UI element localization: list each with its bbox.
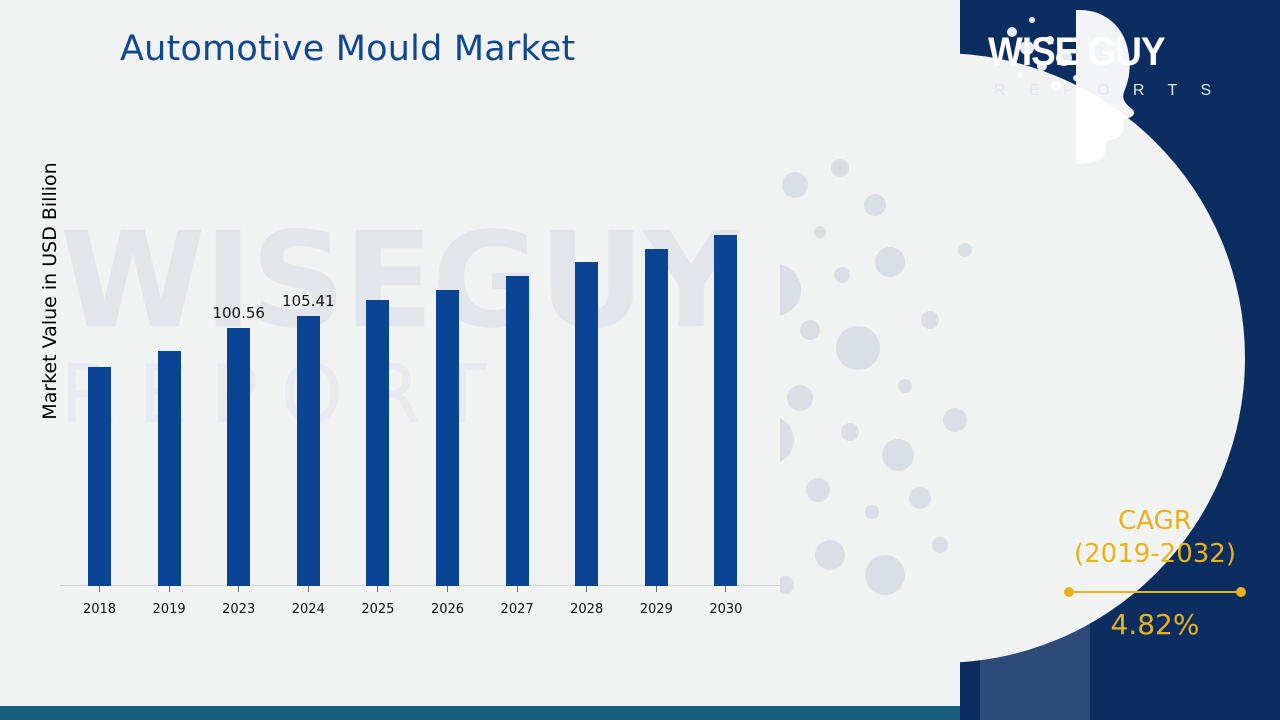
divider-line	[1069, 591, 1241, 593]
x-tick-label-2028: 2028	[570, 602, 604, 617]
brand-logo: WISE GUY R E P O R T S	[988, 30, 1268, 122]
bar-2029[interactable]	[644, 249, 668, 586]
page-title: Automotive Mould Market	[120, 29, 576, 69]
bar-group: 2025	[361, 300, 394, 617]
bottom-accent-strip	[0, 706, 960, 720]
bar-value-label: 153.61	[838, 168, 892, 186]
bar-group: 2018	[83, 367, 116, 617]
y-axis-label: Market Value in USD Billion	[39, 162, 61, 420]
x-tick-label-2019: 2019	[152, 602, 186, 617]
axis-tick	[864, 586, 866, 592]
bar-group: 2031	[779, 218, 812, 617]
bar-group: 2028	[570, 262, 603, 617]
bar-2024[interactable]	[296, 316, 320, 586]
x-tick-label-2030: 2030	[709, 602, 743, 617]
x-tick-label-2031: 2031	[778, 602, 813, 617]
bar-group: 100.56 2023	[212, 304, 265, 617]
axis-tick	[238, 586, 240, 592]
x-tick-label-2025: 2025	[361, 602, 395, 617]
plot-area: 2018 2019 100.56 2023 105.41 2024 2025 2026 2027…	[60, 150, 920, 617]
cagr-value: 4.82%	[1110, 608, 1200, 641]
axis-tick	[655, 586, 657, 592]
axis-tick	[795, 586, 796, 592]
bar-2018[interactable]	[88, 367, 111, 586]
bar-2030[interactable]	[714, 235, 738, 586]
bar-group: 2029	[640, 249, 673, 617]
axis-tick	[516, 586, 518, 592]
bar-group: 153.61 2032	[839, 168, 892, 617]
logo-wordmark: WISE GUY	[988, 30, 1166, 74]
x-tick-label-2026: 2026	[430, 602, 465, 617]
bar-group: 2027	[501, 276, 534, 617]
bar-group: 2030	[709, 235, 742, 617]
bar-2025[interactable]	[366, 300, 390, 586]
x-tick-label-2023: 2023	[222, 602, 256, 617]
cagr-title: CAGR	[1118, 506, 1192, 536]
bar-2026[interactable]	[436, 290, 459, 586]
bar-2023[interactable]	[227, 328, 251, 586]
bar-group: 105.41 2024	[282, 292, 335, 617]
bar-value-label: 100.56	[212, 304, 265, 322]
axis-tick	[99, 586, 100, 592]
cagr-block: CAGR (2019-2032) 4.82%	[1040, 505, 1270, 641]
bar-2028[interactable]	[575, 262, 599, 586]
axis-tick	[725, 586, 727, 592]
bar-2031[interactable]	[784, 218, 807, 586]
bar-group: 2026	[431, 290, 464, 617]
axis-tick	[586, 586, 588, 592]
x-tick-label-2024: 2024	[291, 602, 325, 617]
bar-group: 2019	[153, 351, 186, 617]
x-tick-label-2027: 2027	[500, 602, 534, 617]
logo-subtitle: R E P O R T S	[994, 82, 1221, 99]
bar-2027[interactable]	[505, 276, 529, 586]
axis-tick	[447, 586, 448, 592]
bar-2019[interactable]	[157, 351, 181, 586]
chart-panel: Automotive Mould Market WISEGUY REPORT M…	[39, 29, 920, 617]
cagr-divider	[1064, 586, 1246, 598]
axis-tick	[377, 586, 379, 592]
axis-tick	[168, 586, 170, 592]
cagr-period: (2019-2032)	[1073, 538, 1236, 569]
x-tick-label-2032: 2032	[848, 602, 882, 617]
x-tick-label-2029: 2029	[639, 602, 673, 617]
x-tick-label-2018: 2018	[82, 602, 117, 617]
bar-value-label: 105.41	[282, 292, 335, 310]
axis-tick	[307, 586, 309, 592]
bar-2032[interactable]	[853, 192, 877, 586]
x-axis-line	[60, 585, 920, 586]
divider-dot-right	[1236, 587, 1246, 597]
